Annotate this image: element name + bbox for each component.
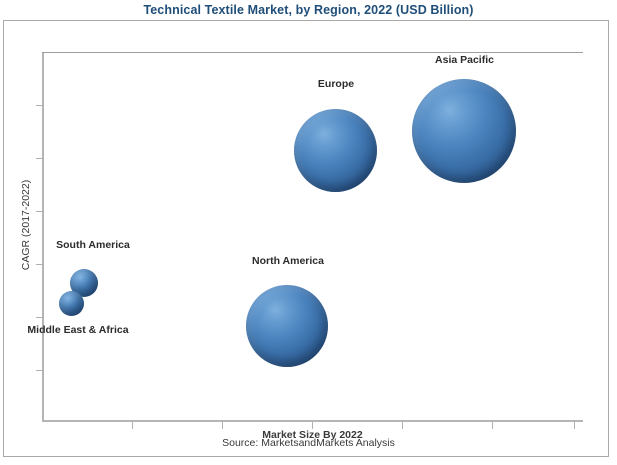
- source-note: Source: MarketsandMarkets Analysis: [222, 437, 395, 449]
- x-axis-tick: [222, 422, 223, 429]
- bubble-label-north-america: North America: [252, 255, 324, 267]
- y-axis-tick: [36, 370, 43, 371]
- x-axis-tick: [132, 422, 133, 429]
- y-axis-tick: [36, 211, 43, 212]
- bubble-label-asia-pacific: Asia Pacific: [435, 54, 494, 66]
- chart-title: Technical Textile Market, by Region, 202…: [143, 3, 474, 17]
- y-axis-tick: [36, 317, 43, 318]
- bubble-middle-east-africa[interactable]: [59, 291, 84, 316]
- bubble-asia-pacific[interactable]: [412, 79, 516, 183]
- chart-outer-frame: CAGR (2017-2022) Market Size By 2022 Asi…: [3, 20, 609, 457]
- y-axis-tick: [36, 158, 43, 159]
- bubble-label-europe: Europe: [317, 78, 355, 90]
- bubble-label-south-america: South America: [56, 239, 130, 251]
- x-axis-tick: [492, 422, 493, 429]
- x-axis-title: Market Size By 2022: [262, 429, 363, 441]
- bubble-label-middle-east-africa: Middle East & Africa: [27, 324, 129, 336]
- bubble-europe[interactable]: [294, 109, 377, 192]
- x-axis-tick: [312, 422, 313, 429]
- y-axis-tick: [36, 105, 43, 106]
- y-axis-tick: [36, 264, 43, 265]
- y-axis-title: CAGR (2017-2022): [20, 179, 32, 271]
- bubble-north-america[interactable]: [246, 285, 328, 367]
- x-axis-tick: [574, 422, 575, 429]
- x-axis-tick: [402, 422, 403, 429]
